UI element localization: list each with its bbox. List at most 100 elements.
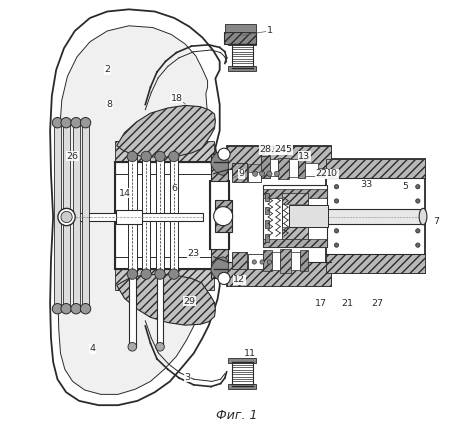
Circle shape [141, 269, 151, 279]
Polygon shape [248, 254, 263, 269]
Text: 4: 4 [89, 345, 95, 353]
Circle shape [61, 211, 72, 223]
Polygon shape [263, 239, 327, 247]
Polygon shape [232, 44, 253, 68]
Polygon shape [75, 213, 203, 221]
Text: 14: 14 [118, 189, 130, 198]
Text: 17: 17 [315, 299, 328, 308]
Circle shape [61, 303, 71, 314]
Circle shape [81, 118, 91, 128]
Polygon shape [263, 184, 327, 247]
Polygon shape [326, 158, 425, 178]
Polygon shape [211, 257, 228, 280]
Text: 24: 24 [274, 145, 286, 155]
Circle shape [274, 171, 279, 176]
Polygon shape [73, 123, 80, 309]
Circle shape [128, 342, 137, 351]
Circle shape [334, 199, 338, 203]
Circle shape [334, 184, 338, 189]
Polygon shape [280, 250, 291, 273]
Polygon shape [265, 193, 269, 201]
Polygon shape [115, 161, 214, 269]
Polygon shape [142, 156, 150, 274]
Polygon shape [248, 167, 261, 182]
Text: 10: 10 [326, 169, 338, 178]
Circle shape [169, 151, 179, 161]
Polygon shape [116, 210, 142, 224]
Polygon shape [265, 234, 269, 242]
Polygon shape [319, 168, 327, 177]
Circle shape [52, 118, 63, 128]
Circle shape [155, 342, 164, 351]
Text: 1: 1 [266, 26, 273, 36]
Circle shape [155, 269, 165, 279]
Polygon shape [228, 385, 256, 389]
Circle shape [253, 171, 258, 176]
Polygon shape [54, 123, 61, 309]
Circle shape [127, 151, 137, 161]
Circle shape [416, 184, 420, 189]
Circle shape [267, 171, 272, 176]
Circle shape [71, 303, 81, 314]
Polygon shape [211, 154, 228, 182]
Polygon shape [232, 163, 247, 182]
Polygon shape [224, 32, 256, 44]
Polygon shape [326, 209, 425, 224]
Polygon shape [305, 163, 319, 176]
Polygon shape [232, 252, 247, 269]
Polygon shape [326, 254, 425, 273]
Text: 11: 11 [244, 349, 256, 358]
Circle shape [252, 260, 256, 264]
Polygon shape [115, 141, 214, 161]
Text: 21: 21 [341, 299, 353, 308]
Polygon shape [263, 189, 327, 197]
Polygon shape [117, 274, 215, 325]
Polygon shape [170, 156, 178, 274]
Polygon shape [289, 205, 328, 227]
Polygon shape [283, 193, 309, 239]
Circle shape [81, 303, 91, 314]
Polygon shape [117, 105, 215, 157]
Polygon shape [129, 274, 136, 347]
Text: 8: 8 [106, 100, 112, 109]
Ellipse shape [419, 208, 427, 225]
Text: 12: 12 [233, 275, 245, 284]
Polygon shape [82, 123, 89, 309]
Polygon shape [211, 151, 228, 175]
Polygon shape [326, 158, 425, 273]
Polygon shape [211, 250, 228, 278]
Polygon shape [248, 164, 261, 171]
Circle shape [58, 208, 75, 226]
Text: 33: 33 [361, 180, 373, 189]
Text: 13: 13 [298, 152, 310, 161]
Text: 2: 2 [104, 66, 110, 74]
Circle shape [218, 148, 230, 160]
Polygon shape [298, 158, 305, 178]
Polygon shape [228, 263, 331, 286]
Text: Фиг. 1: Фиг. 1 [216, 410, 258, 422]
Polygon shape [265, 220, 269, 228]
Circle shape [218, 273, 230, 285]
Polygon shape [225, 24, 255, 32]
Polygon shape [283, 227, 309, 239]
Polygon shape [273, 252, 280, 270]
Circle shape [260, 260, 264, 264]
Circle shape [141, 151, 151, 161]
Polygon shape [300, 250, 308, 271]
Circle shape [334, 243, 338, 247]
Text: 9: 9 [238, 169, 244, 178]
Text: 22: 22 [315, 169, 328, 178]
Polygon shape [128, 156, 137, 274]
Text: 18: 18 [171, 94, 182, 102]
Polygon shape [278, 158, 289, 179]
Polygon shape [215, 200, 232, 232]
Text: 28: 28 [259, 145, 271, 155]
Circle shape [267, 260, 272, 264]
Text: 5: 5 [403, 182, 409, 191]
Circle shape [127, 269, 137, 279]
Circle shape [169, 269, 179, 279]
Text: 3: 3 [184, 372, 191, 381]
Circle shape [416, 243, 420, 247]
Text: 29: 29 [183, 297, 195, 306]
Polygon shape [261, 156, 270, 178]
